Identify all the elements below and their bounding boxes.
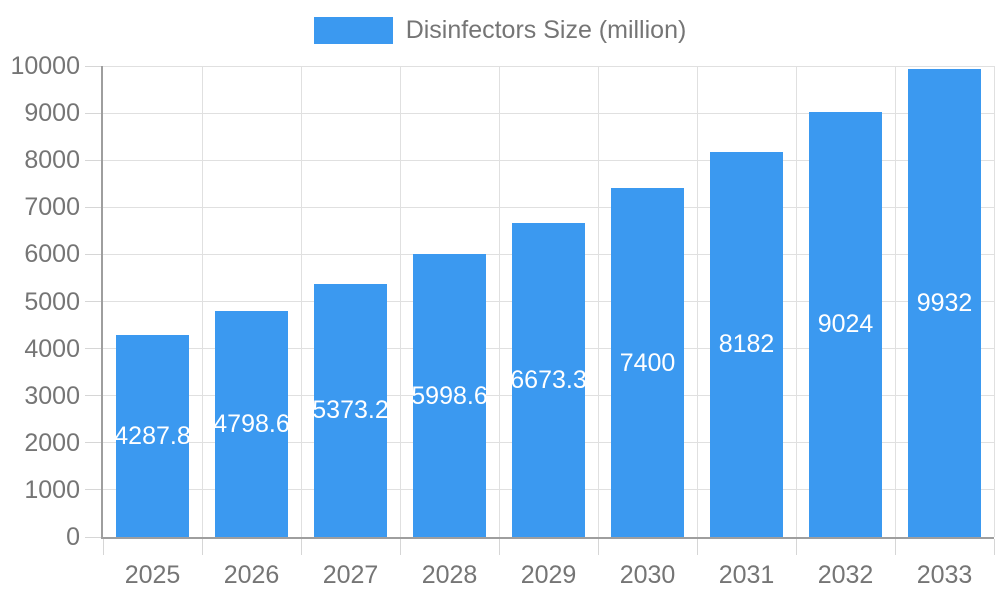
x-axis-label: 2028 xyxy=(421,561,478,589)
gridline-vertical xyxy=(696,66,698,537)
y-axis-label: 10000 xyxy=(10,52,80,80)
x-axis-label: 2033 xyxy=(916,561,973,589)
x-axis-tick xyxy=(399,539,401,555)
gridline-vertical xyxy=(597,66,599,537)
y-axis-line xyxy=(101,66,103,539)
y-axis-tick xyxy=(85,65,103,67)
gridline-horizontal xyxy=(103,65,994,67)
y-axis-tick xyxy=(85,301,103,302)
y-axis-tick xyxy=(85,206,103,208)
x-axis-tick xyxy=(696,539,698,555)
bar[interactable] xyxy=(314,283,387,537)
y-axis-label: 2000 xyxy=(24,428,80,457)
gridline-horizontal xyxy=(103,112,994,114)
y-axis-tick xyxy=(85,348,103,350)
bar[interactable] xyxy=(512,222,585,537)
legend-swatch-icon xyxy=(313,17,393,44)
x-axis-tick xyxy=(300,539,302,555)
x-axis-tick xyxy=(993,539,995,555)
y-axis-tick xyxy=(85,536,103,538)
bar[interactable] xyxy=(611,188,684,537)
x-axis-label: 2029 xyxy=(520,561,577,589)
gridline-horizontal xyxy=(103,206,994,208)
y-axis-label: 8000 xyxy=(24,146,80,175)
x-axis-label: 2027 xyxy=(322,561,379,589)
gridline-vertical xyxy=(201,66,203,537)
gridline-vertical xyxy=(399,66,401,537)
y-axis-label: 1000 xyxy=(24,475,80,504)
x-axis-tick xyxy=(795,539,797,555)
x-axis-tick xyxy=(498,539,500,555)
legend-label: Disinfectors Size (million) xyxy=(405,16,687,44)
bar-value-label: 6673.3 xyxy=(510,365,587,394)
bar-value-label: 9024 xyxy=(817,310,874,339)
y-axis-label: 4000 xyxy=(24,334,80,363)
gridline-horizontal xyxy=(103,159,994,161)
y-axis-tick xyxy=(85,395,103,397)
gridline-vertical xyxy=(795,66,797,537)
y-axis-tick xyxy=(85,159,103,161)
y-axis-label: 6000 xyxy=(24,240,80,269)
x-axis-tick xyxy=(894,539,896,555)
bar[interactable] xyxy=(710,151,783,537)
legend[interactable]: Disinfectors Size (million) xyxy=(0,16,1000,45)
y-axis-tick xyxy=(85,489,103,491)
bar[interactable] xyxy=(908,69,981,537)
x-axis-label: 2031 xyxy=(718,561,775,589)
x-axis-label: 2032 xyxy=(817,561,874,589)
x-axis-label: 2030 xyxy=(619,561,676,589)
bar[interactable] xyxy=(809,111,882,537)
bar[interactable] xyxy=(413,254,486,537)
bar[interactable] xyxy=(215,310,288,537)
y-axis-label: 5000 xyxy=(24,287,80,316)
y-axis-tick xyxy=(85,442,103,444)
y-axis-tick xyxy=(85,253,103,255)
gridline-vertical xyxy=(498,66,500,537)
gridline-vertical xyxy=(300,66,302,537)
bar-value-label: 5998.6 xyxy=(411,381,488,410)
x-axis-tick xyxy=(201,539,203,555)
x-axis-line xyxy=(101,537,994,539)
y-axis-tick xyxy=(85,112,103,114)
x-axis-label: 2025 xyxy=(124,561,181,589)
bar-value-label: 4798.6 xyxy=(213,409,290,438)
x-axis-tick xyxy=(597,539,599,555)
y-axis-label: 7000 xyxy=(24,193,80,222)
y-axis-label: 9000 xyxy=(24,99,80,128)
bar[interactable] xyxy=(116,335,189,537)
y-axis-label: 3000 xyxy=(24,381,80,410)
x-axis-label: 2026 xyxy=(223,561,280,589)
y-axis-label: 0 xyxy=(66,523,80,551)
bar-value-label: 9932 xyxy=(916,289,973,318)
gridline-vertical xyxy=(993,66,995,537)
bar-value-label: 5373.2 xyxy=(312,396,389,425)
gridline-vertical xyxy=(894,66,896,537)
bar-value-label: 4287.8 xyxy=(114,422,191,451)
x-axis-tick xyxy=(102,539,104,555)
bar-value-label: 8182 xyxy=(718,330,775,359)
bar-value-label: 7400 xyxy=(619,348,676,377)
